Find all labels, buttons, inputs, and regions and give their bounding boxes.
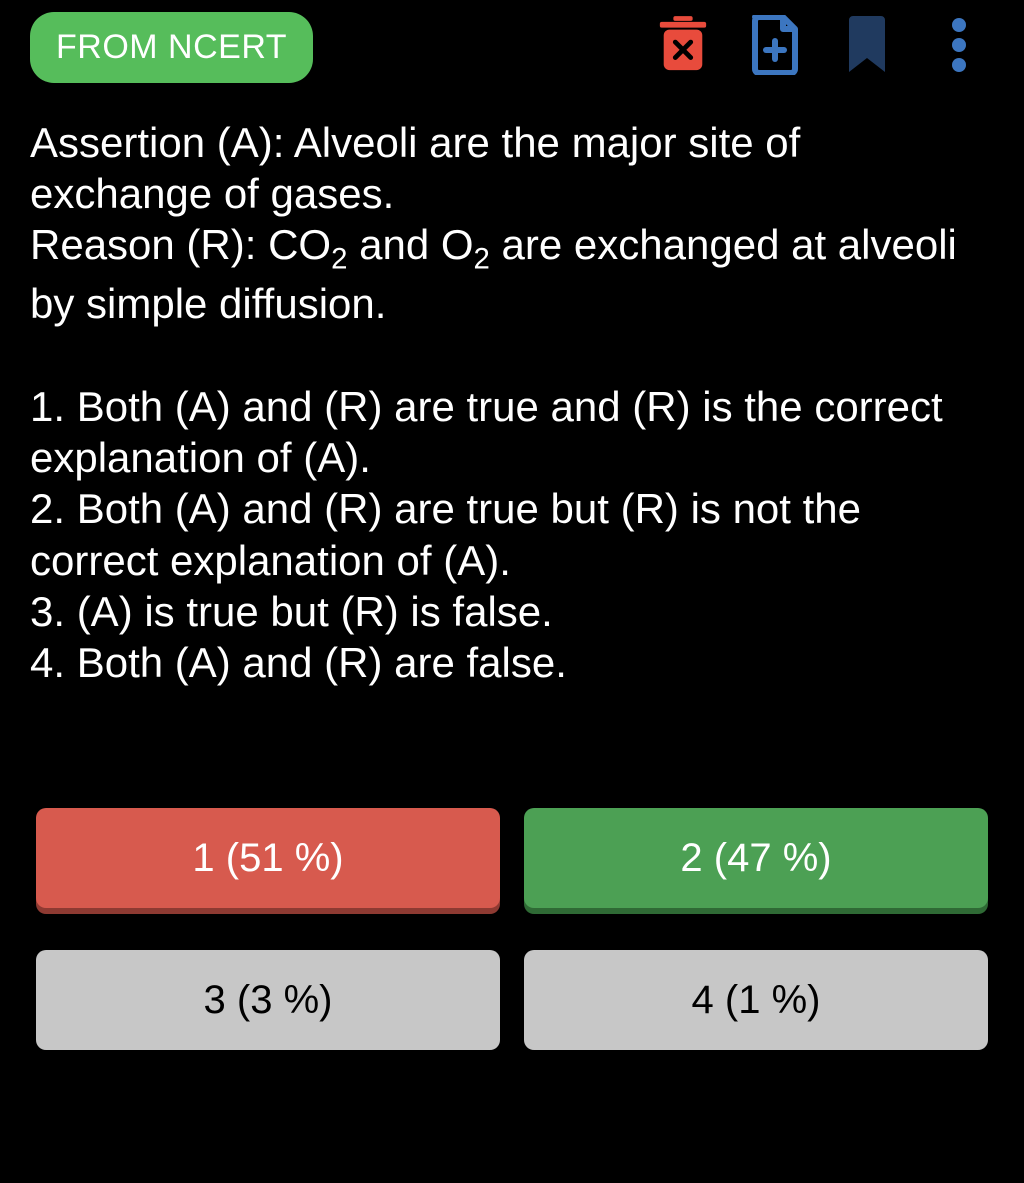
answer-button-2[interactable]: 2 (47 %): [524, 808, 988, 908]
answer-button-3[interactable]: 3 (3 %): [36, 950, 500, 1050]
reason-sub2: 2: [474, 243, 490, 276]
header-row: FROM NCERT: [30, 0, 994, 83]
more-icon[interactable]: [932, 18, 986, 72]
toolbar: [656, 12, 994, 72]
option-4: 4. Both (A) and (R) are false.: [30, 637, 994, 688]
option-3: 3. (A) is true but (R) is false.: [30, 586, 994, 637]
delete-icon[interactable]: [656, 18, 710, 72]
bookmark-icon[interactable]: [840, 18, 894, 72]
reason-sub1: 2: [331, 243, 347, 276]
option-1: 1. Both (A) and (R) are true and (R) is …: [30, 381, 994, 483]
answer-button-1[interactable]: 1 (51 %): [36, 808, 500, 908]
option-2: 2. Both (A) and (R) are true but (R) is …: [30, 483, 994, 585]
reason-label: Reason (R):: [30, 221, 268, 268]
answer-button-4[interactable]: 4 (1 %): [524, 950, 988, 1050]
assertion-label: Assertion (A):: [30, 119, 294, 166]
reason-mid: and O: [347, 221, 473, 268]
add-note-icon[interactable]: [748, 18, 802, 72]
answer-grid: 1 (51 %) 2 (47 %) 3 (3 %) 4 (1 %): [30, 808, 994, 1050]
options-block: 1. Both (A) and (R) are true and (R) is …: [30, 381, 994, 688]
question-block: Assertion (A): Alveoli are the major sit…: [30, 117, 994, 329]
reason-pre: CO: [268, 221, 331, 268]
source-badge: FROM NCERT: [30, 12, 313, 83]
